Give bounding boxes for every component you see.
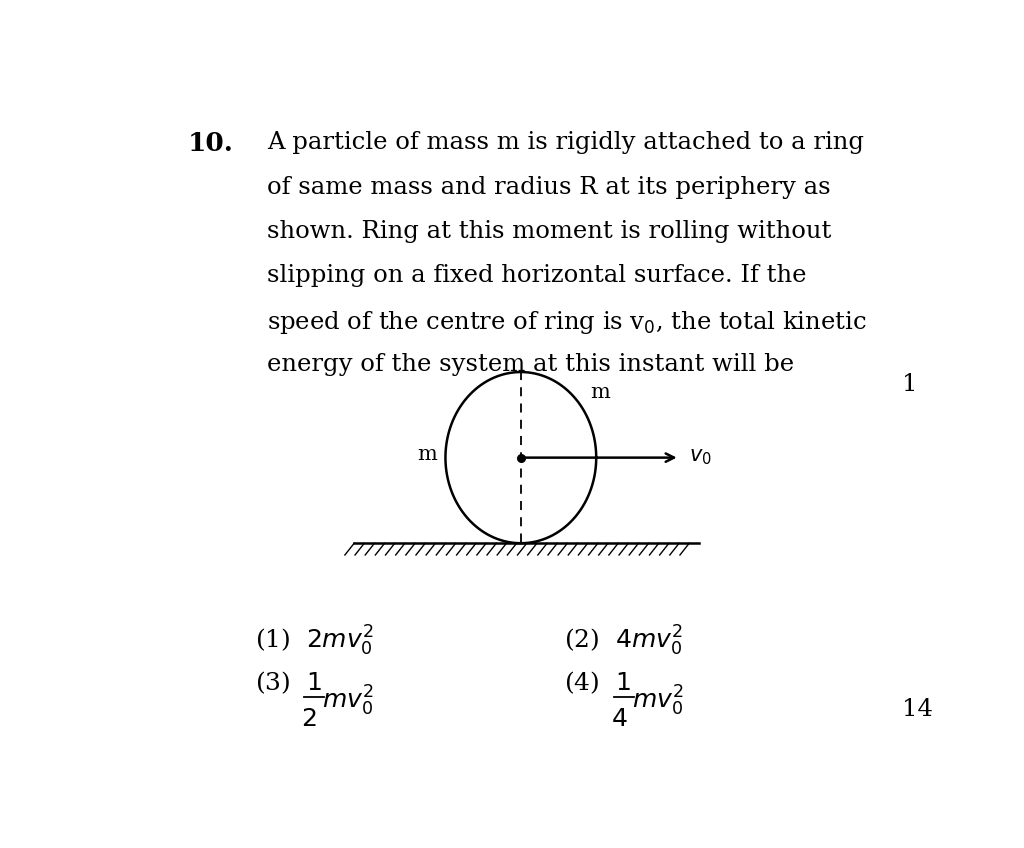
Text: m: m — [590, 382, 609, 402]
Text: 14: 14 — [902, 698, 933, 721]
Text: $mv_0^2$: $mv_0^2$ — [632, 683, 684, 717]
Text: $mv_0^2$: $mv_0^2$ — [323, 683, 374, 717]
Text: slipping on a fixed horizontal surface. If the: slipping on a fixed horizontal surface. … — [267, 265, 806, 287]
Text: 10.: 10. — [187, 131, 233, 156]
Text: (4)  $1$: (4) $1$ — [564, 669, 632, 696]
Text: $4$: $4$ — [610, 708, 627, 731]
Text: $v_0$: $v_0$ — [689, 448, 712, 467]
Text: speed of the centre of ring is v$_0$, the total kinetic: speed of the centre of ring is v$_0$, th… — [267, 309, 866, 336]
Text: energy of the system at this instant will be: energy of the system at this instant wil… — [267, 353, 794, 377]
Text: of same mass and radius R at its periphery as: of same mass and radius R at its periphe… — [267, 176, 830, 198]
Text: m: m — [418, 445, 437, 464]
Text: $2$: $2$ — [301, 708, 316, 731]
Text: (2)  $4mv_0^2$: (2) $4mv_0^2$ — [564, 623, 683, 657]
Text: shown. Ring at this moment is rolling without: shown. Ring at this moment is rolling wi… — [267, 220, 831, 243]
Text: (3)  $1$: (3) $1$ — [255, 669, 322, 696]
Text: 1: 1 — [902, 373, 918, 396]
Text: A particle of mass m is rigidly attached to a ring: A particle of mass m is rigidly attached… — [267, 131, 864, 154]
Text: (1)  $2mv_0^2$: (1) $2mv_0^2$ — [255, 623, 374, 657]
